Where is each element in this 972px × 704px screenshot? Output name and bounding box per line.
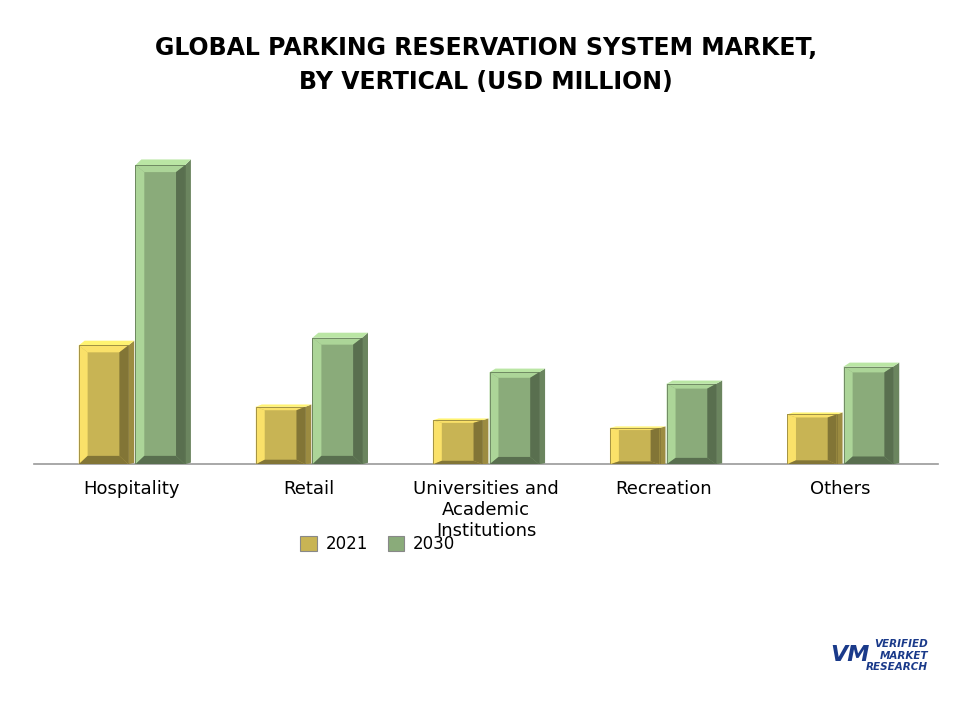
Polygon shape (185, 159, 191, 465)
Polygon shape (296, 407, 305, 465)
Polygon shape (667, 458, 716, 465)
Polygon shape (135, 159, 191, 165)
Polygon shape (433, 420, 442, 465)
Polygon shape (650, 428, 660, 465)
Legend: 2021, 2030: 2021, 2030 (294, 528, 462, 560)
Polygon shape (490, 372, 539, 465)
Polygon shape (433, 420, 482, 465)
Polygon shape (539, 369, 545, 465)
Polygon shape (667, 384, 716, 389)
Polygon shape (667, 384, 676, 465)
Polygon shape (610, 428, 660, 430)
Polygon shape (135, 165, 144, 465)
Polygon shape (844, 363, 899, 367)
Polygon shape (667, 384, 716, 465)
Polygon shape (135, 165, 185, 172)
Polygon shape (176, 165, 185, 465)
Polygon shape (362, 333, 368, 465)
Text: VERIFIED
MARKET
RESEARCH: VERIFIED MARKET RESEARCH (866, 639, 928, 672)
Polygon shape (787, 415, 837, 465)
Polygon shape (844, 367, 852, 465)
Polygon shape (256, 407, 305, 410)
Polygon shape (473, 420, 482, 465)
Polygon shape (490, 457, 539, 465)
Polygon shape (79, 346, 128, 352)
Polygon shape (490, 369, 545, 372)
Polygon shape (433, 461, 482, 465)
Polygon shape (610, 428, 619, 465)
Polygon shape (787, 413, 843, 415)
Polygon shape (135, 165, 185, 465)
Polygon shape (660, 427, 666, 465)
Polygon shape (482, 418, 488, 465)
Polygon shape (353, 338, 362, 465)
Polygon shape (610, 427, 666, 428)
Polygon shape (490, 372, 499, 465)
Polygon shape (530, 372, 539, 465)
Polygon shape (828, 415, 837, 465)
Polygon shape (312, 338, 362, 465)
Polygon shape (305, 405, 311, 465)
Polygon shape (433, 418, 488, 420)
Polygon shape (433, 420, 482, 423)
Polygon shape (716, 381, 722, 465)
Title: GLOBAL PARKING RESERVATION SYSTEM MARKET,
BY VERTICAL (USD MILLION): GLOBAL PARKING RESERVATION SYSTEM MARKET… (155, 36, 817, 94)
Polygon shape (256, 407, 305, 465)
Polygon shape (490, 372, 539, 378)
Polygon shape (787, 415, 796, 465)
Polygon shape (256, 460, 305, 465)
Polygon shape (79, 341, 134, 346)
Polygon shape (844, 367, 893, 372)
Polygon shape (837, 413, 843, 465)
Polygon shape (787, 460, 837, 465)
Polygon shape (79, 346, 87, 465)
Polygon shape (844, 367, 893, 465)
Polygon shape (79, 456, 128, 465)
Text: VM: VM (830, 646, 870, 665)
Polygon shape (312, 338, 322, 465)
Polygon shape (312, 456, 362, 465)
Polygon shape (885, 367, 893, 465)
Polygon shape (128, 341, 134, 465)
Polygon shape (610, 461, 660, 465)
Polygon shape (893, 363, 899, 465)
Polygon shape (667, 381, 722, 384)
Polygon shape (787, 415, 837, 417)
Polygon shape (708, 384, 716, 465)
Polygon shape (312, 338, 362, 345)
Polygon shape (256, 407, 264, 465)
Polygon shape (312, 333, 368, 338)
Polygon shape (844, 456, 893, 465)
Polygon shape (610, 428, 660, 465)
Polygon shape (135, 456, 185, 465)
Polygon shape (120, 346, 128, 465)
Polygon shape (79, 346, 128, 465)
Polygon shape (256, 405, 311, 407)
